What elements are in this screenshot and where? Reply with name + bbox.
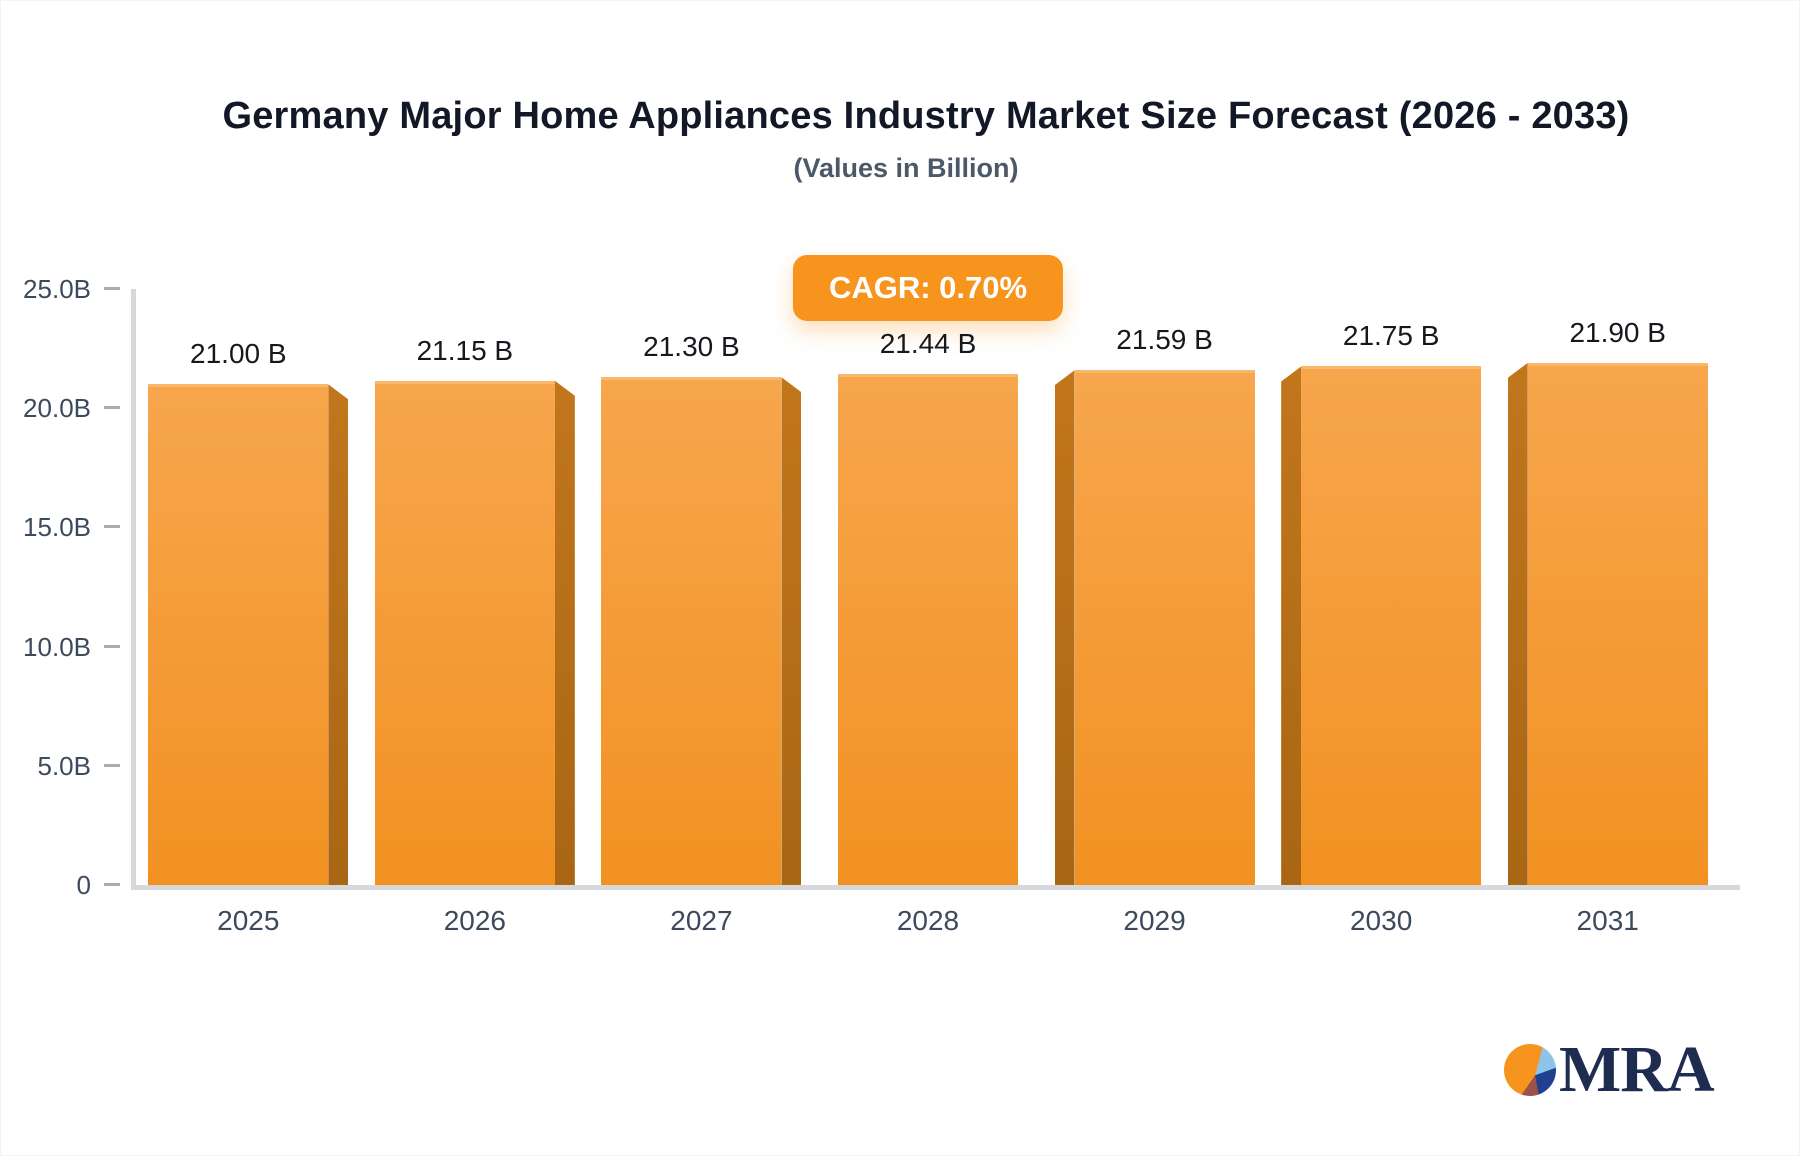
- bar-side: [554, 380, 575, 885]
- bar-side: [1054, 370, 1075, 885]
- y-tick-label: 10.0B: [23, 631, 91, 662]
- x-axis-line: [131, 885, 1740, 890]
- x-tick-label: 2028: [896, 905, 960, 936]
- bar-value-label: 21.59 B: [1116, 324, 1213, 356]
- y-tick-mark: [104, 883, 120, 886]
- bar-face: [374, 380, 555, 885]
- x-tick-label: 2030: [1349, 905, 1413, 936]
- bar-value-label: 21.00 B: [190, 338, 287, 370]
- brand-logo: MRA: [1504, 1033, 1715, 1106]
- bar-face: [148, 384, 329, 885]
- x-tick-label: 2029: [1123, 905, 1186, 936]
- bar-value-label: 21.75 B: [1342, 320, 1440, 352]
- bar-value-label: 21.30 B: [643, 331, 740, 363]
- bar-value-label: 21.15 B: [416, 334, 514, 366]
- y-tick-mark: [104, 406, 120, 410]
- bar-face: [1527, 362, 1708, 885]
- x-tick-label: 2031: [1576, 905, 1639, 936]
- y-tick-mark: [104, 525, 120, 529]
- bar-side: [781, 377, 802, 885]
- bar-side: [1281, 366, 1302, 885]
- y-tick-label: 0: [76, 870, 91, 900]
- pie-chart-logo-icon: [1504, 1044, 1556, 1096]
- y-tick-mark: [104, 644, 120, 648]
- cagr-badge: CAGR: 0.70%: [792, 255, 1064, 321]
- bar-value-label: 21.90 B: [1569, 316, 1666, 348]
- bar-face: [1074, 370, 1255, 885]
- bar-value-label: 21.44 B: [879, 327, 977, 359]
- x-tick-label: 2025: [217, 905, 280, 936]
- brand-logo-text: MRA: [1559, 1033, 1715, 1106]
- chart-title: Germany Major Home Appliances Industry M…: [222, 95, 1630, 137]
- x-tick-label: 2027: [670, 905, 733, 936]
- bar-side: [1507, 362, 1528, 885]
- y-tick-mark: [104, 287, 120, 290]
- bar-face: [1301, 366, 1482, 885]
- y-tick-mark: [104, 763, 120, 767]
- bar-side: [328, 384, 349, 885]
- y-tick-label: 5.0B: [37, 750, 92, 781]
- y-axis-line: [131, 289, 136, 890]
- cagr-badge-label: CAGR: 0.70%: [828, 270, 1028, 305]
- x-tick-label: 2026: [443, 905, 506, 936]
- bar-face: [601, 377, 782, 885]
- y-tick-label: 15.0B: [23, 512, 91, 543]
- chart-subtitle: (Values in Billion): [793, 153, 1019, 183]
- y-tick-label: 25.0B: [23, 274, 91, 304]
- bar-face: [838, 373, 1018, 885]
- y-tick-label: 20.0B: [23, 393, 91, 424]
